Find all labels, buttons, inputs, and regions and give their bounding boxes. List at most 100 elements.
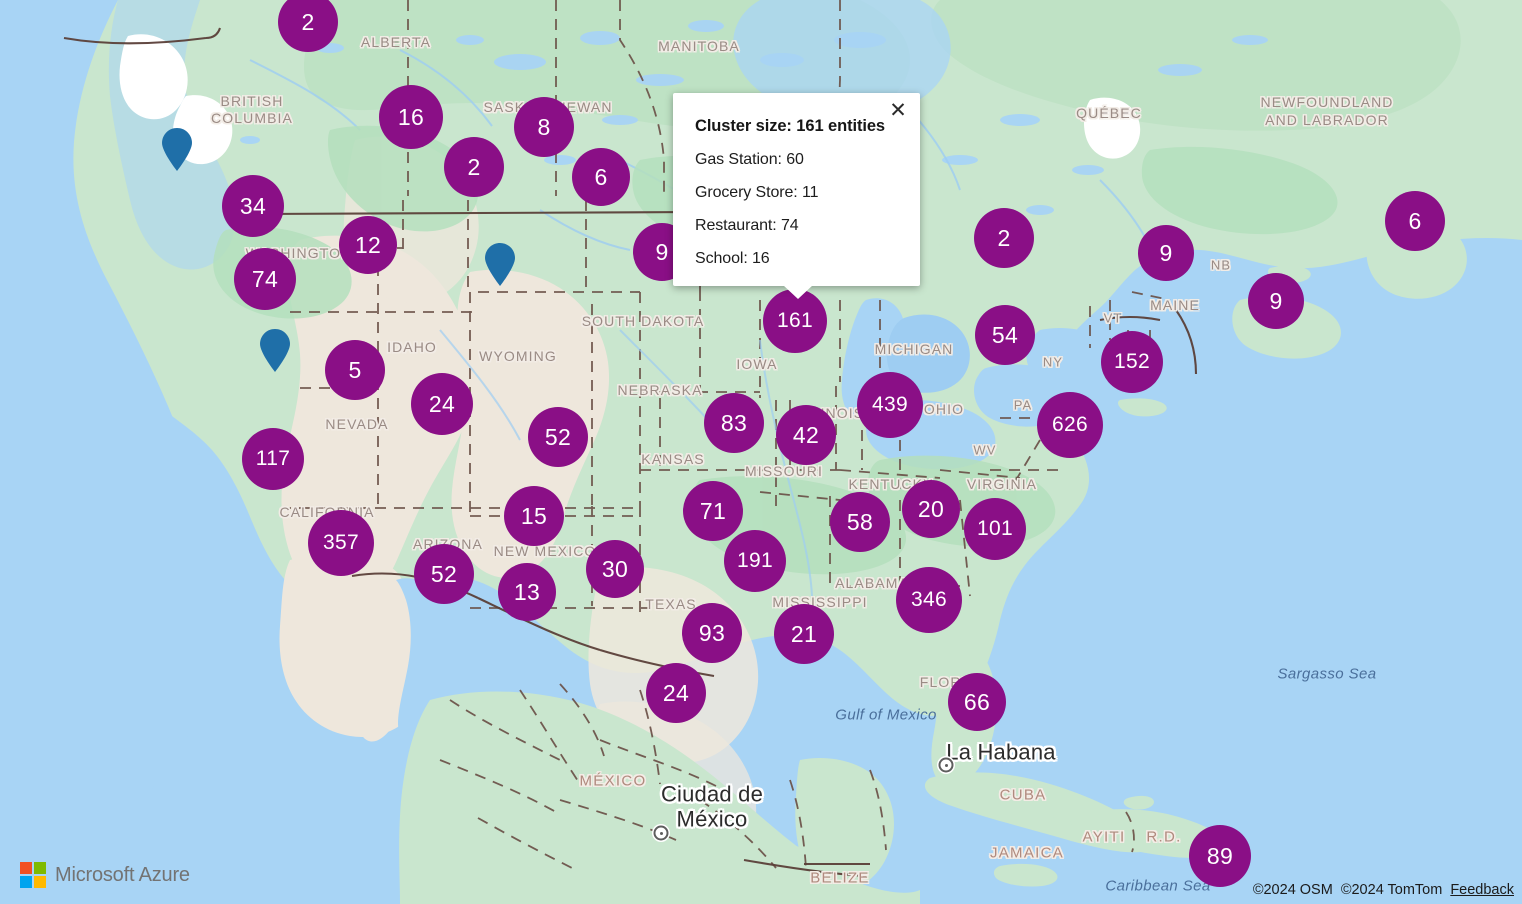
map-cluster-bubble[interactable]: 13 (498, 563, 556, 621)
map-cluster-bubble[interactable]: 6 (572, 148, 630, 206)
map-cluster-bubble[interactable]: 2 (278, 0, 338, 52)
logo-square-red (20, 862, 32, 874)
map-cluster-bubble[interactable]: 357 (308, 510, 374, 576)
popup-row-gas-station: Gas Station: 60 (695, 151, 804, 168)
map-cluster-count: 357 (323, 531, 359, 554)
map-cluster-count: 71 (699, 497, 727, 524)
map-cluster-bubble[interactable]: 71 (683, 481, 743, 541)
map-cluster-bubble[interactable]: 54 (975, 305, 1035, 365)
map-cluster-bubble[interactable]: 117 (242, 428, 304, 490)
map-cluster-count: 5 (348, 356, 362, 383)
map-cluster-bubble[interactable]: 6 (1385, 191, 1445, 251)
popup-row-school: School: 16 (695, 250, 770, 267)
popup-row-restaurant: Restaurant: 74 (695, 217, 799, 234)
azure-brand: Microsoft Azure (20, 862, 190, 888)
map-cluster-bubble[interactable]: 439 (857, 372, 923, 438)
popup-pointer (783, 285, 813, 299)
map-cluster-bubble[interactable]: 24 (646, 663, 706, 723)
popup-row-grocery-store: Grocery Store: 11 (695, 184, 819, 201)
map-cluster-bubble[interactable]: 12 (339, 216, 397, 274)
map-cluster-bubble[interactable]: 93 (682, 603, 742, 663)
map-cluster-bubble[interactable]: 152 (1101, 331, 1163, 393)
map-cluster-bubble[interactable]: 626 (1037, 392, 1103, 458)
map-cluster-bubble[interactable]: 20 (902, 480, 960, 538)
map-cluster-count: 439 (872, 393, 908, 416)
map-cluster-bubble[interactable]: 9 (1138, 225, 1194, 281)
map-cluster-bubble[interactable]: 52 (414, 544, 474, 604)
logo-square-green (34, 862, 46, 874)
map-cluster-bubble[interactable]: 16 (379, 85, 443, 149)
map-cluster-count: 42 (792, 421, 820, 448)
map-cluster-count: 66 (963, 688, 991, 715)
map-cluster-bubble[interactable]: 9 (1248, 273, 1304, 329)
map-cluster-count: 15 (520, 502, 548, 529)
map-cluster-bubble[interactable]: 42 (776, 405, 836, 465)
map-cluster-count: 54 (991, 321, 1019, 348)
logo-square-blue (20, 876, 32, 888)
logo-square-yellow (34, 876, 46, 888)
map-cluster-count: 117 (255, 447, 291, 470)
map-cluster-count: 89 (1206, 842, 1234, 869)
map-cluster-count: 9 (1269, 287, 1283, 314)
feedback-link[interactable]: Feedback (1450, 882, 1514, 898)
map-cluster-count: 74 (251, 265, 279, 292)
map-cluster-count: 21 (790, 620, 818, 647)
attribution-tomtom: ©2024 TomTom (1340, 882, 1443, 898)
attribution-osm: ©2024 OSM (1252, 882, 1333, 898)
map-cluster-count: 6 (1408, 207, 1422, 234)
microsoft-logo-icon (20, 862, 46, 888)
map-cluster-count: 58 (846, 508, 874, 535)
map-cluster-bubble[interactable]: 24 (411, 373, 473, 435)
map-cluster-count: 83 (720, 409, 748, 436)
map-cluster-count: 346 (911, 588, 947, 611)
map-cluster-bubble[interactable]: 30 (586, 540, 644, 598)
map-cluster-count: 30 (601, 555, 629, 582)
pin-oregon-icon[interactable] (259, 329, 291, 373)
cluster-popup: ✕ Cluster size: 161 entities Gas Station… (673, 93, 920, 299)
map-cluster-bubble[interactable]: 83 (704, 393, 764, 453)
pin-montana-icon[interactable] (484, 243, 516, 287)
map-cluster-bubble[interactable]: 2 (444, 137, 504, 197)
map-cluster-bubble[interactable]: 58 (830, 492, 890, 552)
map-cluster-bubble[interactable]: 15 (504, 486, 564, 546)
map-cluster-bubble[interactable]: 74 (234, 248, 296, 310)
map-cluster-count: 6 (594, 163, 608, 190)
popup-title: Cluster size: 161 entities (695, 117, 885, 135)
map-cluster-bubble[interactable]: 66 (948, 673, 1006, 731)
map-cluster-bubble[interactable]: 101 (964, 498, 1026, 560)
map-cluster-count: 152 (1114, 350, 1150, 373)
map-cluster-bubble[interactable]: 191 (724, 530, 786, 592)
map-cluster-count: 24 (428, 390, 456, 417)
map-cluster-count: 12 (354, 231, 382, 258)
map-cluster-bubble[interactable]: 2 (974, 208, 1034, 268)
map-cluster-bubble[interactable]: 89 (1189, 825, 1251, 887)
map-cluster-count: 626 (1052, 413, 1088, 436)
map-cluster-bubble[interactable]: 346 (896, 567, 962, 633)
pin-british-columbia-icon[interactable] (161, 128, 193, 172)
map-cluster-bubble[interactable]: 52 (528, 407, 588, 467)
map-cluster-bubble[interactable]: 21 (774, 604, 834, 664)
map-cluster-count: 52 (544, 423, 572, 450)
map-cluster-count: 13 (513, 578, 541, 605)
map-cluster-count: 9 (655, 238, 669, 265)
map-cluster-count: 2 (467, 153, 481, 180)
city-marker-icon (938, 757, 954, 773)
map-attribution: ©2024 OSM ©2024 TomTom Feedback (1253, 882, 1514, 898)
brand-name: Microsoft Azure (55, 863, 190, 886)
map-cluster-count: 8 (537, 113, 551, 140)
map-cluster-bubble[interactable]: 34 (222, 175, 284, 237)
map-cluster-bubble[interactable]: 5 (325, 340, 385, 400)
map-cluster-count: 24 (662, 679, 690, 706)
map-cluster-bubble[interactable]: 161 (763, 289, 827, 353)
close-icon[interactable]: ✕ (889, 98, 907, 122)
map-cluster-count: 191 (737, 549, 773, 572)
map-cluster-count: 2 (997, 224, 1011, 251)
map-cluster-count: 161 (777, 309, 813, 332)
map-cluster-count: 52 (430, 560, 458, 587)
map-cluster-count: 93 (698, 619, 726, 646)
map-cluster-bubble[interactable]: 8 (514, 97, 574, 157)
map-cluster-count: 9 (1159, 239, 1173, 266)
map-cluster-count: 2 (301, 8, 315, 35)
